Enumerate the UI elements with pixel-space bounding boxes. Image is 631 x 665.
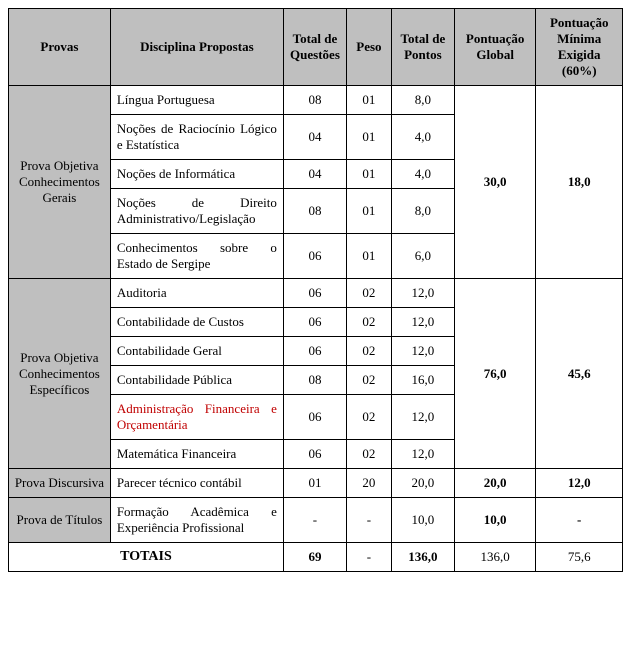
tq-cell: 08 <box>283 189 346 234</box>
tp-cell: 10,0 <box>391 498 454 543</box>
peso-cell: 02 <box>347 440 392 469</box>
prova-label: Prova de Títulos <box>9 498 111 543</box>
tp-cell: 12,0 <box>391 308 454 337</box>
tq-cell: 06 <box>283 308 346 337</box>
prova-label: Prova Objetiva Conhecimentos Gerais <box>9 86 111 279</box>
tq-cell: 06 <box>283 395 346 440</box>
pontuacao-global-cell: 30,0 <box>454 86 535 279</box>
tp-cell: 6,0 <box>391 234 454 279</box>
disciplina-cell: Conhecimentos sobre o Estado de Sergipe <box>110 234 283 279</box>
tp-cell: 8,0 <box>391 86 454 115</box>
disciplina-cell: Contabilidade Pública <box>110 366 283 395</box>
pontuacao-global-cell: 10,0 <box>454 498 535 543</box>
header-peso: Peso <box>347 9 392 86</box>
disciplina-cell: Parecer técnico contábil <box>110 469 283 498</box>
header-pontuacao-minima: Pontuação Mínima Exigida (60%) <box>536 9 623 86</box>
peso-cell: 01 <box>347 160 392 189</box>
tp-cell: 4,0 <box>391 160 454 189</box>
tq-cell: 04 <box>283 115 346 160</box>
tq-cell: 06 <box>283 234 346 279</box>
peso-cell: 02 <box>347 395 392 440</box>
table-row: Prova de TítulosFormação Acadêmica e Exp… <box>9 498 623 543</box>
peso-cell: - <box>347 498 392 543</box>
header-disciplina: Disciplina Propostas <box>110 9 283 86</box>
tq-cell: 04 <box>283 160 346 189</box>
disciplina-cell: Contabilidade Geral <box>110 337 283 366</box>
totals-minimo: 75,6 <box>536 543 623 572</box>
tq-cell: 06 <box>283 337 346 366</box>
tp-cell: 12,0 <box>391 395 454 440</box>
prova-label: Prova Discursiva <box>9 469 111 498</box>
pontuacao-global-cell: 76,0 <box>454 279 535 469</box>
disciplina-cell: Língua Portuguesa <box>110 86 283 115</box>
table-body: Prova Objetiva Conhecimentos GeraisLíngu… <box>9 86 623 572</box>
totals-label: TOTAIS <box>9 543 284 572</box>
peso-cell: 02 <box>347 337 392 366</box>
header-provas: Provas <box>9 9 111 86</box>
pontuacao-minima-cell: - <box>536 498 623 543</box>
tp-cell: 12,0 <box>391 279 454 308</box>
tq-cell: 01 <box>283 469 346 498</box>
tq-cell: - <box>283 498 346 543</box>
totals-global: 136,0 <box>454 543 535 572</box>
totals-tp: 136,0 <box>391 543 454 572</box>
peso-cell: 01 <box>347 189 392 234</box>
disciplina-cell: Formação Acadêmica e Experiência Profiss… <box>110 498 283 543</box>
pontuacao-minima-cell: 18,0 <box>536 86 623 279</box>
disciplina-cell: Matemática Financeira <box>110 440 283 469</box>
tp-cell: 12,0 <box>391 440 454 469</box>
table-row: Prova Objetiva Conhecimentos GeraisLíngu… <box>9 86 623 115</box>
peso-cell: 01 <box>347 115 392 160</box>
provas-table: Provas Disciplina Propostas Total de Que… <box>8 8 623 572</box>
header-pontuacao-global: Pontuação Global <box>454 9 535 86</box>
tq-cell: 08 <box>283 86 346 115</box>
table-row: Prova DiscursivaParecer técnico contábil… <box>9 469 623 498</box>
tp-cell: 16,0 <box>391 366 454 395</box>
disciplina-cell: Administração Financeira e Orçamentária <box>110 395 283 440</box>
tp-cell: 20,0 <box>391 469 454 498</box>
disciplina-cell: Auditoria <box>110 279 283 308</box>
peso-cell: 01 <box>347 86 392 115</box>
prova-label: Prova Objetiva Conhecimentos Específicos <box>9 279 111 469</box>
totals-peso: - <box>347 543 392 572</box>
disciplina-cell: Noções de Raciocínio Lógico e Estatístic… <box>110 115 283 160</box>
disciplina-cell: Noções de Informática <box>110 160 283 189</box>
disciplina-cell: Noções de Direito Administrativo/Legisla… <box>110 189 283 234</box>
peso-cell: 02 <box>347 366 392 395</box>
totals-tq: 69 <box>283 543 346 572</box>
tq-cell: 06 <box>283 440 346 469</box>
table-header: Provas Disciplina Propostas Total de Que… <box>9 9 623 86</box>
pontuacao-minima-cell: 12,0 <box>536 469 623 498</box>
peso-cell: 01 <box>347 234 392 279</box>
tq-cell: 08 <box>283 366 346 395</box>
disciplina-cell: Contabilidade de Custos <box>110 308 283 337</box>
peso-cell: 02 <box>347 279 392 308</box>
tp-cell: 8,0 <box>391 189 454 234</box>
header-total-questoes: Total de Questões <box>283 9 346 86</box>
peso-cell: 02 <box>347 308 392 337</box>
tp-cell: 12,0 <box>391 337 454 366</box>
tp-cell: 4,0 <box>391 115 454 160</box>
pontuacao-global-cell: 20,0 <box>454 469 535 498</box>
totals-row: TOTAIS69-136,0136,075,6 <box>9 543 623 572</box>
pontuacao-minima-cell: 45,6 <box>536 279 623 469</box>
header-total-pontos: Total de Pontos <box>391 9 454 86</box>
peso-cell: 20 <box>347 469 392 498</box>
tq-cell: 06 <box>283 279 346 308</box>
table-row: Prova Objetiva Conhecimentos Específicos… <box>9 279 623 308</box>
